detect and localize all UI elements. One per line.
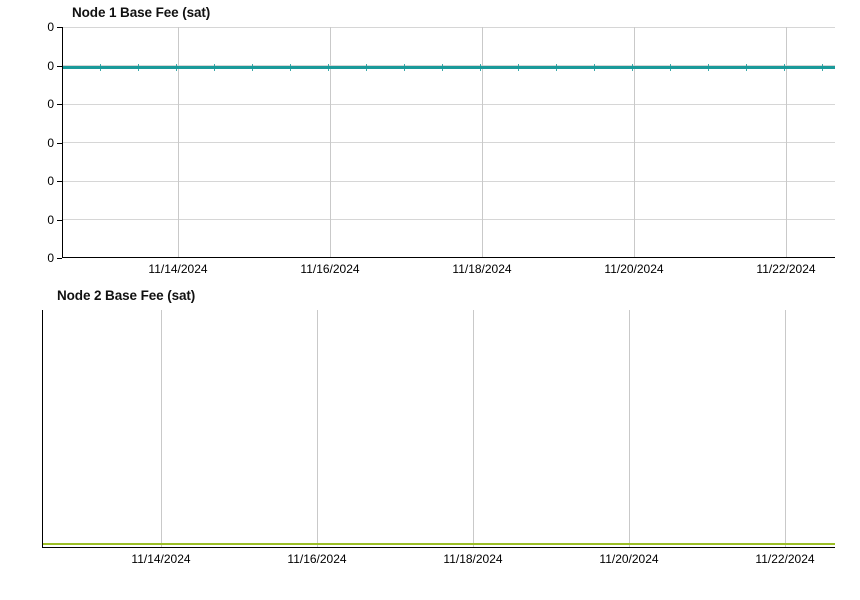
chart-panel-node-2: Node 2 Base Fee (sat) 11/14/2024 11/16/2… <box>0 285 860 600</box>
chart-1-gridline-h <box>62 27 835 28</box>
chart-1-gridline-h <box>62 181 835 182</box>
chart-1-y-tick-mark <box>57 66 62 67</box>
chart-1-gridline-v <box>330 27 331 258</box>
chart-1-x-tick-label: 11/20/2024 <box>604 262 664 276</box>
chart-2-x-tick-label: 11/20/2024 <box>599 552 659 566</box>
chart-1-y-tick-label: 0 <box>47 20 54 34</box>
chart-1-y-tick-label: 0 <box>47 136 54 150</box>
chart-2-x-tick-label: 11/14/2024 <box>131 552 191 566</box>
chart-1-x-tick-label: 11/16/2024 <box>300 262 360 276</box>
chart-2-gridline-v <box>161 310 162 547</box>
chart-panel-node-1: Node 1 Base Fee (sat) <box>0 0 860 285</box>
chart-1-plot-area <box>62 27 835 258</box>
chart-1-y-axis <box>62 27 63 258</box>
chart-2-title: Node 2 Base Fee (sat) <box>57 288 196 303</box>
chart-1-y-tick-mark <box>57 143 62 144</box>
chart-1-y-tick-mark <box>57 258 62 259</box>
chart-1-y-tick-mark <box>57 104 62 105</box>
chart-1-gridline-h <box>62 142 835 143</box>
chart-1-y-tick-label: 0 <box>47 59 54 73</box>
chart-1-title: Node 1 Base Fee (sat) <box>72 5 211 20</box>
chart-2-gridline-v <box>473 310 474 547</box>
chart-1-x-axis <box>62 257 835 258</box>
chart-1-gridline-v <box>178 27 179 258</box>
chart-2-series-line <box>42 543 835 545</box>
chart-1-x-tick-label: 11/18/2024 <box>452 262 512 276</box>
chart-1-y-tick-label: 0 <box>47 251 54 265</box>
chart-1-gridline-v <box>634 27 635 258</box>
chart-2-gridline-v <box>629 310 630 547</box>
chart-1-gridline-h <box>62 219 835 220</box>
chart-1-gridline-v <box>786 27 787 258</box>
chart-2-x-tick-label: 11/16/2024 <box>287 552 347 566</box>
chart-1-x-tick-label: 11/22/2024 <box>756 262 816 276</box>
chart-2-x-axis <box>42 547 835 548</box>
chart-2-plot-area <box>42 310 835 547</box>
chart-2-y-axis <box>42 310 43 547</box>
chart-1-y-tick-label: 0 <box>47 97 54 111</box>
chart-1-y-tick-mark <box>57 181 62 182</box>
chart-1-x-tick-label: 11/14/2024 <box>148 262 208 276</box>
chart-1-y-tick-label: 0 <box>47 174 54 188</box>
chart-1-y-tick-mark <box>57 220 62 221</box>
chart-2-x-tick-label: 11/18/2024 <box>443 552 503 566</box>
chart-2-gridline-v <box>785 310 786 547</box>
chart-1-series-marker-ticks <box>62 64 835 71</box>
chart-1-gridline-h <box>62 104 835 105</box>
chart-1-gridline-v <box>482 27 483 258</box>
chart-2-gridline-v <box>317 310 318 547</box>
chart-1-y-tick-mark <box>57 27 62 28</box>
chart-1-y-tick-label: 0 <box>47 213 54 227</box>
chart-2-x-tick-label: 11/22/2024 <box>755 552 815 566</box>
